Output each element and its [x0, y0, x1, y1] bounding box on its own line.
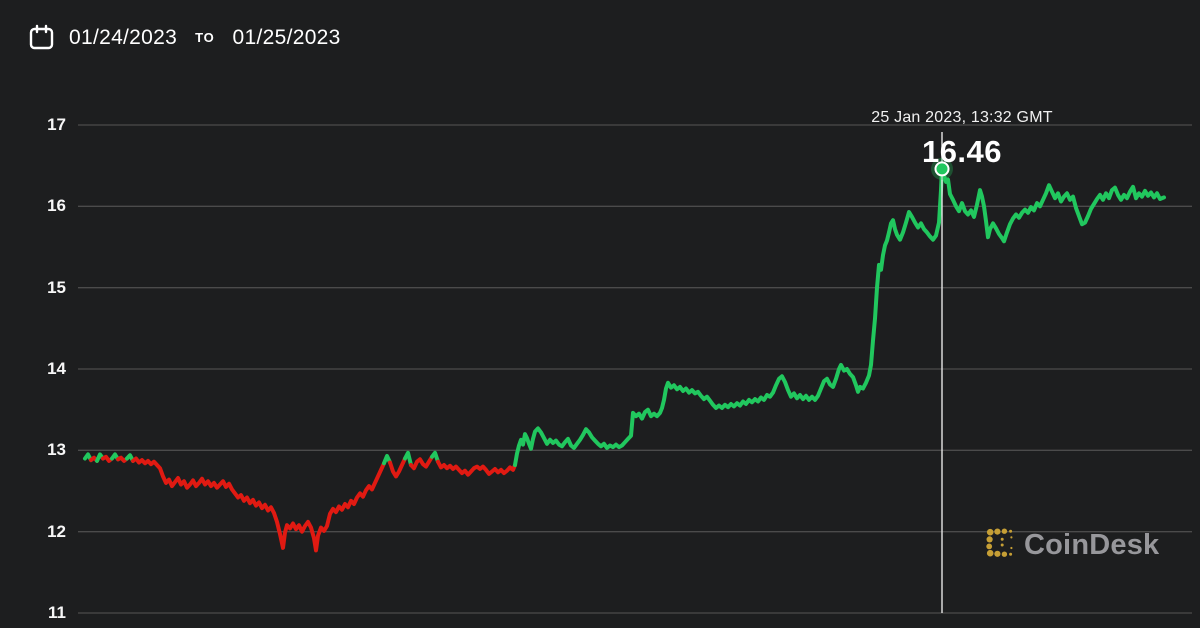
coindesk-logo-icon — [985, 527, 1016, 563]
date-to[interactable]: 01/25/2023 — [232, 25, 341, 49]
y-axis-tick-label: 13 — [47, 440, 66, 460]
y-axis-tick-label: 15 — [47, 277, 66, 297]
y-axis-tick-label: 11 — [48, 603, 66, 622]
coindesk-watermark[interactable]: CoinDesk — [985, 527, 1159, 563]
crosshair-marker — [931, 157, 953, 180]
crosshair-price: 16.46 — [921, 134, 1003, 169]
price-line — [83, 166, 1166, 553]
date-range-separator: TO — [195, 30, 215, 45]
coindesk-logo-text: CoinDesk — [1024, 528, 1160, 561]
y-axis-tick-label: 16 — [47, 196, 66, 216]
y-axis-tick-label: 12 — [47, 521, 66, 541]
gridlines — [78, 124, 1192, 614]
crosshair-timestamp: 25 Jan 2023, 13:32 GMT — [871, 109, 1053, 126]
calendar-icon[interactable] — [28, 24, 55, 51]
date-from[interactable]: 01/24/2023 — [69, 25, 178, 49]
y-axis-tick-label: 17 — [47, 115, 66, 134]
date-range-bar: 01/24/2023 TO 01/25/2023 — [28, 24, 341, 51]
y-axis-tick-label: 14 — [47, 359, 66, 378]
